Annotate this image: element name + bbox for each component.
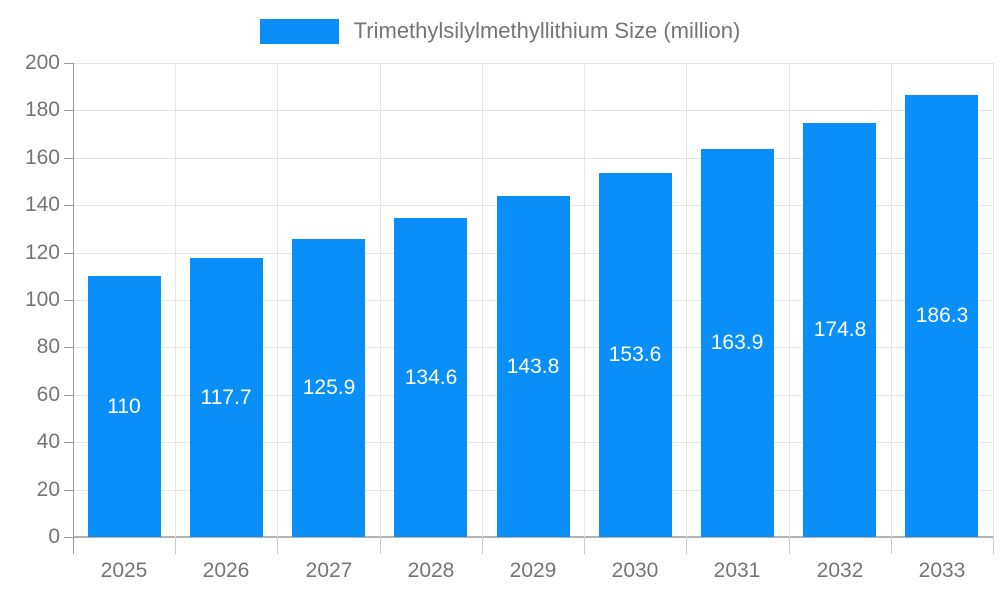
y-axis-tick	[64, 158, 73, 159]
y-axis-tick-label: 40	[36, 430, 60, 453]
x-axis-tick-label: 2027	[305, 559, 353, 582]
bar-2033[interactable]	[905, 95, 978, 537]
y-axis-tick	[64, 442, 73, 443]
x-axis-tick	[584, 537, 585, 554]
bar-2026[interactable]	[190, 258, 263, 537]
x-axis-tick-label: 2026	[202, 559, 250, 582]
y-axis-tick-label: 160	[24, 146, 60, 169]
bar-2025[interactable]	[88, 276, 161, 537]
y-axis-tick-label: 0	[48, 525, 60, 548]
v-gridline	[584, 63, 585, 537]
x-axis-tick-label: 2033	[918, 559, 966, 582]
h-gridline	[73, 63, 993, 64]
v-gridline	[277, 63, 278, 537]
x-axis-tick	[891, 537, 892, 554]
bar-2030[interactable]	[599, 173, 672, 537]
y-axis-tick-label: 100	[24, 288, 60, 311]
y-axis-tick	[64, 537, 73, 538]
x-axis-tick	[686, 537, 687, 554]
bar-2031[interactable]	[701, 149, 774, 537]
y-axis-tick	[64, 110, 73, 111]
x-axis-tick-label: 2028	[407, 559, 455, 582]
x-axis-tick-label: 2025	[100, 559, 148, 582]
h-gridline	[73, 110, 993, 111]
x-axis-tick	[789, 537, 790, 554]
x-axis-tick	[175, 537, 176, 554]
v-gridline	[891, 63, 892, 537]
x-axis-tick-label: 2029	[509, 559, 557, 582]
x-axis-tick-label: 2032	[816, 559, 864, 582]
bar-2027[interactable]	[292, 239, 365, 537]
y-axis-tick	[64, 490, 73, 491]
y-axis-tick-label: 180	[24, 98, 60, 121]
x-axis-tick	[277, 537, 278, 554]
v-gridline	[482, 63, 483, 537]
v-gridline	[993, 63, 994, 537]
x-axis-tick	[482, 537, 483, 554]
v-gridline	[175, 63, 176, 537]
y-axis-tick	[64, 300, 73, 301]
y-axis-tick-label: 20	[36, 478, 60, 501]
v-gridline	[380, 63, 381, 537]
y-axis-tick	[64, 395, 73, 396]
v-gridline	[686, 63, 687, 537]
v-gridline	[789, 63, 790, 537]
y-axis-line	[73, 63, 74, 537]
bar-2029[interactable]	[497, 196, 570, 537]
y-axis-tick	[64, 205, 73, 206]
y-axis-tick-label: 140	[24, 193, 60, 216]
y-axis-tick	[64, 253, 73, 254]
legend-item[interactable]: Trimethylsilylmethyllithium Size (millio…	[0, 16, 1000, 46]
x-axis-tick-label: 2030	[611, 559, 659, 582]
x-axis-tick	[73, 537, 74, 554]
y-axis-tick	[64, 63, 73, 64]
y-axis-tick-label: 60	[36, 383, 60, 406]
y-axis-tick-label: 120	[24, 241, 60, 264]
bar-2032[interactable]	[803, 123, 876, 537]
y-axis-tick-label: 200	[24, 51, 60, 74]
bar-2028[interactable]	[394, 218, 467, 537]
legend-swatch-icon	[259, 18, 339, 44]
y-axis-tick	[64, 347, 73, 348]
x-axis-tick	[993, 537, 994, 554]
x-axis-tick	[380, 537, 381, 554]
y-axis-tick-label: 80	[36, 335, 60, 358]
x-axis-tick-label: 2031	[713, 559, 761, 582]
legend-label: Trimethylsilylmethyllithium Size (millio…	[353, 18, 741, 43]
